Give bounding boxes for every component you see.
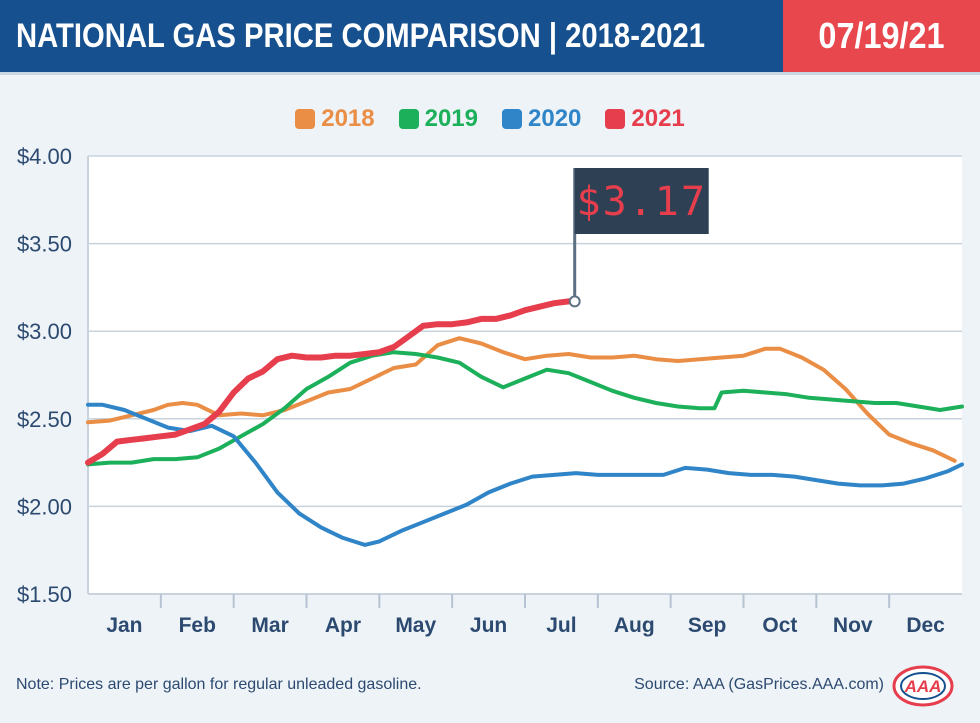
header-divider — [0, 72, 980, 75]
legend-item-2021: 2021 — [605, 104, 685, 134]
y-tick-label: $1.50 — [17, 582, 72, 607]
x-tick-label: Feb — [179, 614, 216, 637]
series-line-2020 — [86, 402, 964, 547]
date-label: 07/19/21 — [818, 15, 945, 56]
legend-label: 2020 — [528, 105, 582, 132]
date-banner: 07/19/21 — [783, 0, 980, 72]
aaa-logo-text: AAA — [904, 677, 942, 696]
legend-swatch — [398, 109, 419, 129]
title-banner: NATIONAL GAS PRICE COMPARISON | 2018-202… — [0, 0, 783, 72]
aaa-logo-inner-ring — [900, 672, 946, 700]
x-tick-label: Aug — [614, 614, 655, 637]
chart-legend: 2018 2019 2020 2021 — [0, 104, 980, 134]
footnote: Note: Prices are per gallon for regular … — [16, 676, 422, 693]
legend-label: 2019 — [424, 105, 478, 132]
legend-item-2018: 2018 — [295, 104, 375, 134]
legend-label: 2018 — [321, 105, 375, 132]
y-tick-label: $2.50 — [17, 407, 72, 432]
x-tick-label: Sep — [688, 614, 727, 637]
plot-area — [88, 156, 962, 594]
x-tick-label: Apr — [325, 614, 361, 637]
callout-marker — [568, 295, 581, 308]
y-tick-label: $3.50 — [17, 232, 72, 257]
legend-label: 2021 — [631, 105, 685, 132]
series-line-2021 — [85, 298, 572, 466]
legend-item-2019: 2019 — [398, 104, 478, 134]
y-tick-label: $2.00 — [17, 494, 72, 519]
callout-value: $3.17 — [576, 179, 706, 225]
x-tick-label: Dec — [906, 614, 945, 637]
header: NATIONAL GAS PRICE COMPARISON | 2018-202… — [0, 0, 980, 72]
legend-swatch — [295, 109, 316, 129]
x-tick-label: Oct — [762, 614, 797, 637]
aaa-logo: AAA — [892, 665, 954, 707]
callout-box — [574, 168, 709, 234]
page-title: NATIONAL GAS PRICE COMPARISON | 2018-202… — [16, 17, 705, 55]
x-tick-label: May — [395, 614, 436, 637]
source-credit: Source: AAA (GasPrices.AAA.com) — [634, 676, 884, 693]
x-tick-label: Mar — [251, 614, 288, 637]
x-tick-label: Jun — [470, 614, 507, 637]
legend-swatch — [605, 109, 626, 129]
y-tick-label: $3.00 — [17, 319, 72, 344]
x-tick-label: Nov — [833, 614, 873, 637]
x-tick-label: Jul — [546, 614, 576, 637]
y-tick-label: $4.00 — [17, 144, 72, 169]
legend-item-2020: 2020 — [502, 104, 581, 134]
legend-swatch — [502, 109, 522, 129]
gas-price-chart: $1.50 $2.00 $2.50 $3.00 $3.50 $4.00 Jan Feb Mar A… — [17, 144, 964, 637]
x-tick-label: Jan — [106, 614, 142, 637]
